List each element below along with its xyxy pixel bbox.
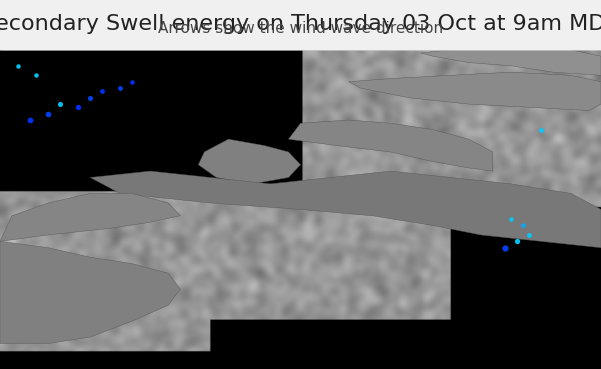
Polygon shape	[0, 241, 180, 344]
Point	[97, 88, 107, 94]
Point	[500, 245, 510, 251]
Polygon shape	[198, 139, 300, 184]
Text: Arrows show the wind wave direction: Arrows show the wind wave direction	[158, 21, 443, 36]
Polygon shape	[90, 171, 601, 248]
Point	[506, 216, 516, 222]
Polygon shape	[0, 193, 180, 241]
Point	[518, 223, 528, 228]
Point	[43, 111, 53, 117]
Point	[127, 79, 137, 85]
Point	[55, 101, 65, 107]
Point	[524, 232, 534, 238]
Point	[512, 238, 522, 244]
Point	[536, 127, 546, 132]
Polygon shape	[288, 120, 493, 171]
Point	[85, 95, 95, 101]
Point	[13, 63, 23, 69]
Text: Secondary Swell energy on Thursday 03 Oct at 9am MDT: Secondary Swell energy on Thursday 03 Oc…	[0, 14, 601, 34]
Point	[31, 72, 41, 78]
Polygon shape	[421, 50, 601, 75]
Polygon shape	[349, 72, 601, 110]
Point	[25, 117, 35, 123]
Point	[115, 85, 125, 91]
Point	[73, 104, 83, 110]
